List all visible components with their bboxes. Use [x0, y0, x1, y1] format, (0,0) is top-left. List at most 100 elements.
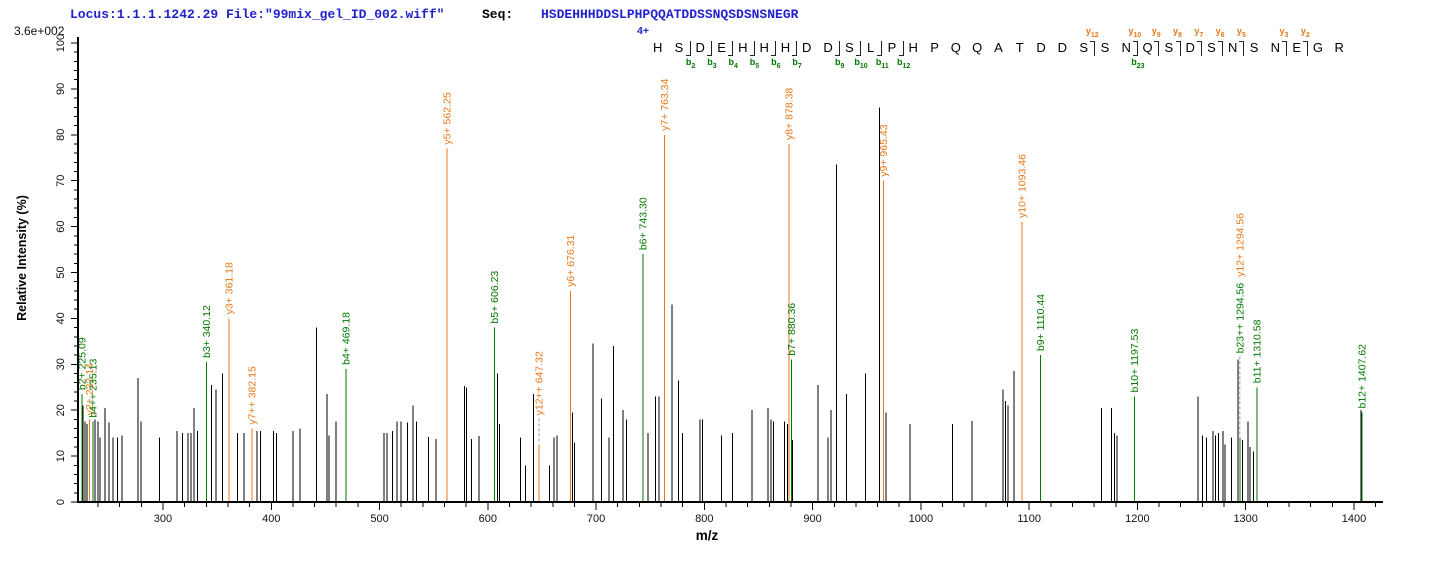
- peak-label: b3+ 340.12: [201, 305, 213, 358]
- residue: S: [674, 40, 684, 55]
- y-axis-title: Relative Intensity (%): [15, 195, 29, 321]
- x-axis-title: m/z: [696, 528, 719, 543]
- peak-label: b11+ 1310.58: [1252, 319, 1264, 383]
- y-ion-label: y8: [1173, 26, 1182, 39]
- b-ion-tick: [770, 55, 775, 56]
- peak-label: b4++ 235.13: [87, 359, 99, 418]
- residue: H: [738, 40, 748, 55]
- seq-label: Seq:: [482, 7, 514, 22]
- y-tick-label: 10: [55, 450, 67, 462]
- y-tick-label: 50: [55, 266, 67, 278]
- y-ion-label: y5: [1236, 26, 1246, 39]
- residue: T: [1015, 40, 1024, 55]
- peak-label: b12+ 1407.62: [1357, 344, 1369, 409]
- locus-file-label: Locus:1.1.1.1242.29 File:"99mix_gel_ID_0…: [70, 7, 445, 22]
- residue: D: [823, 40, 833, 55]
- peak-label: b23++ 1294.56: [1234, 283, 1246, 354]
- y-tick-label: 30: [55, 358, 67, 370]
- peak-label: y8+ 878.38: [784, 88, 796, 140]
- residue: D: [1057, 40, 1068, 55]
- b-ion-tick: [706, 55, 711, 56]
- b-ion-label: b9: [834, 57, 845, 70]
- x-tick-label: 1100: [1017, 513, 1041, 525]
- b-ion-label: b6: [771, 57, 781, 70]
- x-tick-label: 400: [262, 513, 280, 525]
- residue: S: [1207, 40, 1216, 55]
- b-ion-label: b11: [875, 57, 889, 70]
- b-ion-tick: [834, 55, 839, 56]
- x-tick-label: 1300: [1233, 513, 1257, 525]
- residue: N: [1121, 40, 1131, 55]
- residue: N: [1228, 40, 1238, 55]
- residue: D: [1036, 40, 1046, 55]
- residue: G: [1312, 40, 1323, 55]
- fragment-divider: [1179, 41, 1181, 56]
- residue: D: [802, 40, 812, 55]
- residue: Q: [950, 40, 961, 55]
- y-ion-tick: [1218, 41, 1223, 42]
- fragment-divider: [1158, 41, 1160, 56]
- x-tick-label: 1200: [1125, 513, 1149, 525]
- residue: D: [1185, 40, 1195, 55]
- x-tick-label: 1400: [1342, 513, 1366, 525]
- b-ion-tick: [1132, 55, 1137, 56]
- peak-label: b7+ 880.36: [786, 303, 798, 356]
- residue: H: [652, 40, 663, 55]
- fragment-divider: [1286, 41, 1287, 56]
- fragment-divider: [1222, 41, 1224, 56]
- b-ion-tick: [728, 55, 733, 56]
- residue: S: [1249, 40, 1259, 55]
- y-ion-tick: [1239, 41, 1244, 42]
- peak-label: y5+ 562.25: [441, 92, 453, 144]
- y-tick-label: 70: [55, 175, 67, 187]
- residue: S: [1164, 40, 1174, 55]
- fragment-divider: [838, 41, 840, 56]
- b-ion-label: b2: [685, 57, 696, 70]
- peak-label: y7+ 763.34: [659, 78, 671, 130]
- fragment-divider: [881, 41, 883, 56]
- b-ion-tick: [685, 55, 690, 56]
- sequence-text: HSDEHHHDDSLPHPQQATDDSSNQSDSNSNEGR: [541, 7, 799, 22]
- peak-label: y10+ 1093.46: [1017, 154, 1029, 218]
- b-ion-tick: [792, 55, 797, 56]
- x-tick-label: 1000: [909, 513, 933, 525]
- x-tick-label: 600: [479, 513, 497, 525]
- x-tick-label: 700: [587, 513, 605, 525]
- y-ion-tick: [1282, 41, 1286, 42]
- residue: Q: [972, 40, 983, 55]
- y-tick-label: 80: [55, 129, 67, 141]
- peak-label: y12++ 647.32: [534, 351, 546, 415]
- peak-label: b4+ 469.18: [341, 312, 353, 365]
- fragment-divider: [1307, 41, 1309, 56]
- peak-label: y6+ 676.31: [565, 234, 577, 286]
- b-ion-label: b7: [792, 57, 802, 70]
- peak-label: y9+ 965.43: [878, 124, 890, 176]
- residue: Q: [1142, 40, 1153, 55]
- residue: H: [780, 40, 791, 55]
- y-ion-label: y9: [1151, 26, 1161, 39]
- b-ion-tick: [749, 55, 754, 56]
- y-ion-tick: [1132, 41, 1137, 42]
- x-tick-label: 300: [154, 513, 172, 525]
- peak-label: b6+ 743.30: [637, 197, 649, 250]
- b-ion-tick: [898, 55, 903, 56]
- fragment-divider: [689, 41, 691, 56]
- y-ion-label: y2: [1300, 26, 1310, 39]
- y-ion-label: y7: [1194, 26, 1204, 39]
- y-ion-tick: [1196, 41, 1201, 42]
- b-ion-label: b4: [728, 57, 738, 70]
- y-ion-label: y3: [1279, 26, 1289, 39]
- peak-label: y2+ 232.14: [84, 363, 96, 415]
- peak-label: b9+ 1110.44: [1035, 294, 1047, 351]
- b-ion-label: b5: [749, 57, 760, 70]
- b-ion-tick: [877, 55, 882, 56]
- y-ion-label: y10: [1128, 26, 1142, 39]
- residue: E: [717, 40, 726, 55]
- peak-label: y12+ 1294.56: [1234, 213, 1246, 277]
- residue: D: [695, 40, 705, 55]
- max-intensity-label: 3.6e+002: [14, 24, 65, 38]
- fragment-divider: [1136, 41, 1138, 56]
- fragment-divider: [1243, 41, 1245, 56]
